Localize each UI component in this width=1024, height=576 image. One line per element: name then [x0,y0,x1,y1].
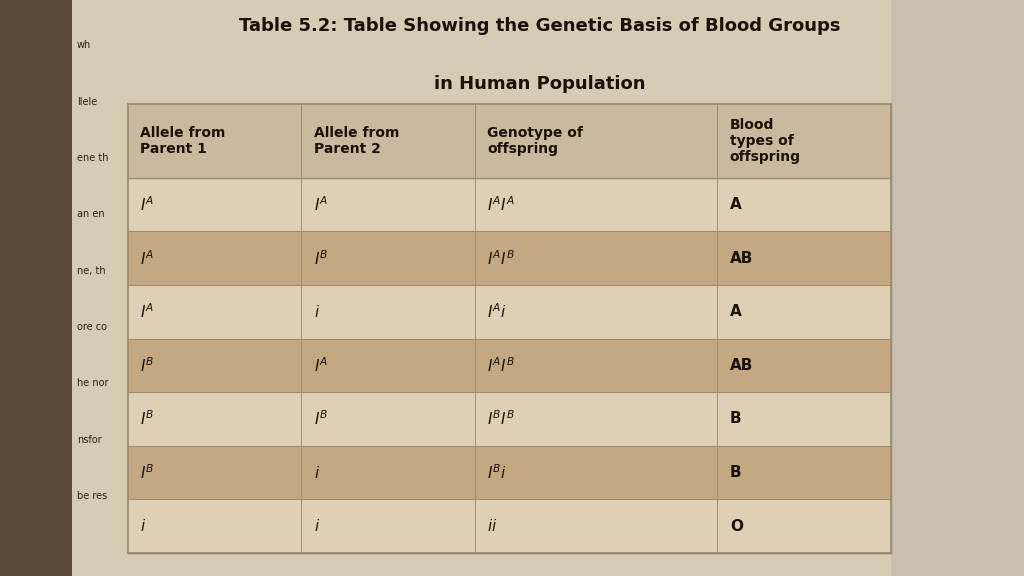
Text: $I^A$: $I^A$ [140,249,155,267]
Bar [128,285,891,339]
Text: be res: be res [77,491,108,501]
Bar [128,446,891,499]
Text: ore co: ore co [77,322,106,332]
Text: llele: llele [77,97,97,107]
Text: $I^B$: $I^B$ [313,410,328,429]
Text: $I^A$: $I^A$ [140,302,155,321]
Text: $I^B$: $I^B$ [140,356,155,375]
Text: Table 5.2: Table Showing the Genetic Basis of Blood Groups: Table 5.2: Table Showing the Genetic Bas… [240,17,841,35]
Text: an en: an en [77,209,104,219]
Bar [128,392,891,446]
Text: B: B [730,411,741,426]
Text: wh: wh [77,40,91,50]
Bar [72,0,891,576]
Text: in Human Population: in Human Population [434,75,646,93]
Bar [128,104,891,553]
Text: Genotype of
offspring: Genotype of offspring [487,126,583,156]
Text: $i$: $i$ [140,518,146,534]
Bar [128,339,891,392]
Bar [128,178,891,232]
Text: A: A [730,304,741,319]
Text: Allele from
Parent 2: Allele from Parent 2 [313,126,399,156]
Bar [128,499,891,553]
Text: $I^A I^A$: $I^A I^A$ [487,195,515,214]
Text: $I^B I^B$: $I^B I^B$ [487,410,515,429]
Bar [891,0,1024,576]
Text: A: A [730,197,741,212]
Text: nsfor: nsfor [77,434,101,445]
Text: $I^B$: $I^B$ [313,249,328,267]
Bar [0,0,72,576]
Text: B: B [730,465,741,480]
Bar [72,0,128,576]
Text: he nor: he nor [77,378,109,388]
Bar [128,104,891,178]
Text: $I^A I^B$: $I^A I^B$ [487,356,515,375]
Bar [128,232,891,285]
Text: ne, th: ne, th [77,266,105,275]
Text: $I^A I^B$: $I^A I^B$ [487,249,515,267]
Text: $i$: $i$ [313,465,319,480]
Text: $I^A i$: $I^A i$ [487,302,507,321]
Text: Blood
types of
offspring: Blood types of offspring [730,118,801,164]
Text: $I^B i$: $I^B i$ [487,463,507,482]
Text: $I^A$: $I^A$ [140,195,155,214]
Text: AB: AB [730,251,754,266]
Text: $i$: $i$ [313,518,319,534]
Text: $i$: $i$ [313,304,319,320]
Text: $I^B$: $I^B$ [140,410,155,429]
Text: $I^A$: $I^A$ [313,195,328,214]
Text: $I^A$: $I^A$ [313,356,328,375]
Text: ene th: ene th [77,153,109,163]
Text: AB: AB [730,358,754,373]
Text: O: O [730,518,742,533]
Text: $ii$: $ii$ [487,518,498,534]
Text: $I^B$: $I^B$ [140,463,155,482]
Text: Allele from
Parent 1: Allele from Parent 1 [140,126,225,156]
